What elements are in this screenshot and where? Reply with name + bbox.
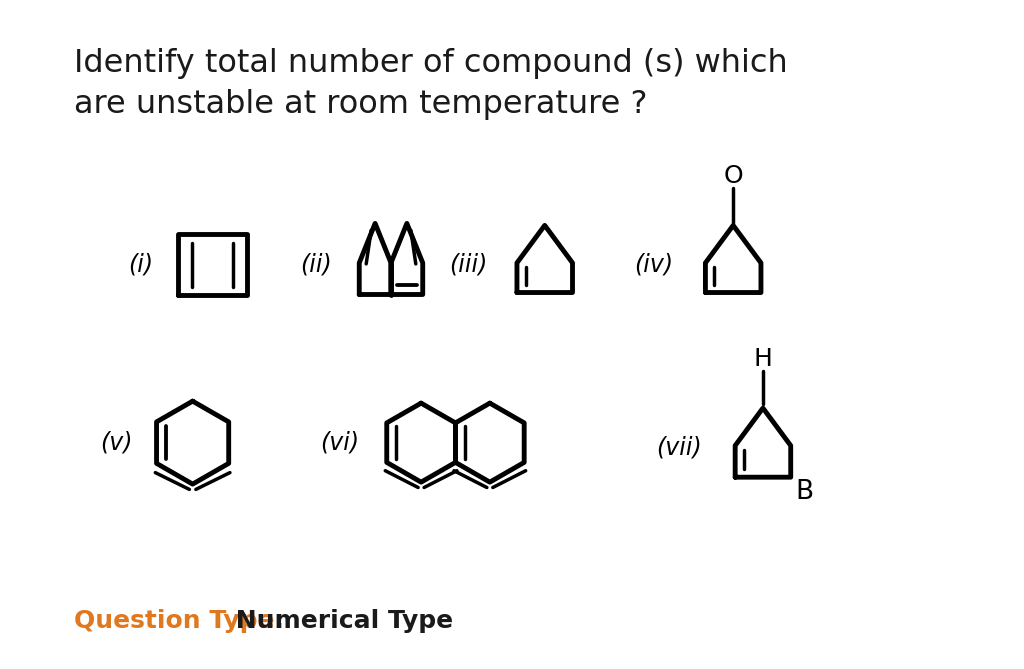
Text: (iv): (iv) <box>635 253 674 277</box>
Text: Numerical Type: Numerical Type <box>227 609 454 634</box>
Text: Identify total number of compound (s) which
are unstable at room temperature ?: Identify total number of compound (s) wh… <box>74 47 787 120</box>
Text: (iii): (iii) <box>449 253 487 277</box>
Text: (v): (v) <box>100 431 133 455</box>
Text: (i): (i) <box>128 253 153 277</box>
Text: Question Type:: Question Type: <box>74 609 284 634</box>
Text: O: O <box>723 164 743 188</box>
Text: (vii): (vii) <box>655 436 701 460</box>
Text: (ii): (ii) <box>300 253 332 277</box>
Text: (vi): (vi) <box>321 431 359 455</box>
Text: H: H <box>754 347 772 371</box>
Text: B: B <box>796 479 814 505</box>
